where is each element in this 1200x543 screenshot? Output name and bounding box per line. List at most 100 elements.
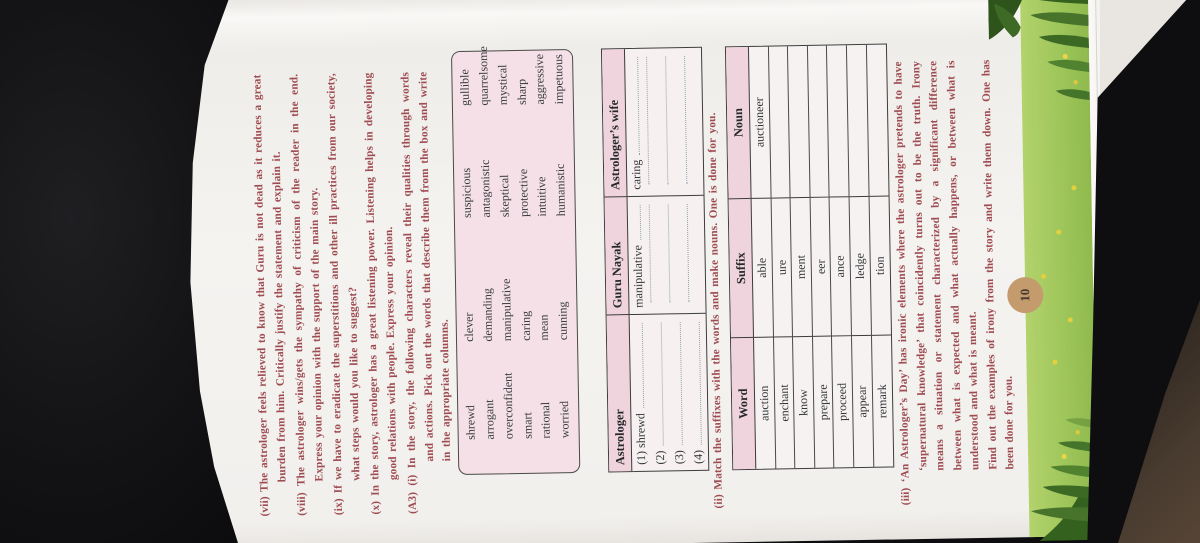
character-qualities-table: Astrologer Guru Nayak Astrologer’s wife …	[600, 46, 710, 473]
cell-text: ure	[771, 198, 794, 338]
word-box-item: worried	[557, 400, 572, 439]
word-box-item: suspicious	[459, 167, 474, 219]
word-box-item: antagonistic	[477, 159, 493, 218]
flower-dot	[1052, 359, 1058, 365]
cell-text: enchant	[773, 337, 796, 469]
question-vii: (vii) The astrologer feels relieved to k…	[249, 74, 292, 517]
cell-text	[807, 45, 830, 198]
cell-text: eer	[810, 197, 833, 338]
question-label: (ix)	[332, 498, 346, 516]
question-iii: (iii) ‘An Astrologer’s Day’ has ironic e…	[890, 59, 1020, 506]
question-a3-i: (A3) (i) In the story, the following cha…	[397, 71, 457, 514]
cell-text	[788, 45, 811, 199]
flower-dot	[1067, 317, 1073, 323]
question-text: ‘An Astrologer’s Day’ has ironic element…	[892, 60, 982, 483]
column-header: Noun	[725, 46, 752, 200]
cell-text: prepare	[812, 336, 835, 468]
word-box-item: arrogant	[481, 399, 497, 440]
cell-text: (4)	[690, 449, 706, 465]
cell-text: (1) shrewd	[633, 413, 649, 466]
question-text: In the story, astrologer has a great lis…	[362, 72, 399, 496]
dotted-line	[698, 321, 702, 445]
question-label: (viii)	[295, 492, 309, 516]
page-number: 10	[1017, 288, 1033, 302]
question-label: (x)	[369, 500, 383, 515]
page-footer-decoration	[1019, 0, 1098, 538]
column-header: Suffix	[728, 198, 755, 339]
question-label: (vii)	[258, 496, 272, 517]
question-text: Match the suffixes with the words and ma…	[706, 112, 725, 490]
cell-text: remark	[874, 384, 889, 419]
cell-text: caring	[628, 159, 644, 190]
question-text: The astrologer wins/gets the sympathy of…	[288, 73, 325, 487]
word-box-item: shrewd	[463, 405, 478, 440]
word-box-item: sharp	[513, 78, 529, 106]
question-x: (x) In the story, astrologer has a great…	[360, 72, 403, 515]
word-box-item: mystical	[494, 64, 510, 106]
question-text: The astrologer feels relieved to know th…	[251, 74, 288, 492]
cell-text: ment	[790, 197, 813, 338]
column-header: Guru Nayak	[604, 196, 630, 316]
word-box-item: intuitive	[534, 176, 550, 217]
word-box-item: rational	[538, 401, 554, 439]
word-box-item: aggressive	[532, 53, 548, 105]
dotted-line	[667, 204, 671, 303]
flower-dot	[1056, 229, 1062, 235]
column-header: Astrologer’s wife	[601, 49, 628, 198]
column-header: Word	[731, 338, 757, 470]
word-box-item: mean	[536, 314, 552, 341]
dotted-line	[679, 322, 683, 446]
word-box-item: quarrelsome	[475, 46, 491, 106]
question-ix: (ix) If we have to eradicate the superst…	[323, 73, 366, 516]
dotted-line	[637, 56, 640, 155]
column-header: Astrologer	[606, 314, 633, 472]
suffix-noun-table: Word Suffix Noun auction able auctioneer…	[724, 43, 895, 471]
word-box-item: protective	[515, 168, 531, 218]
question-label: (A3) (i)	[406, 474, 420, 514]
word-box-item: skeptical	[496, 174, 512, 218]
word-box-item: humanistic	[553, 163, 568, 217]
question-viii: (viii) The astrologer wins/gets the symp…	[286, 73, 329, 516]
cell-text: (2)	[652, 450, 668, 465]
word-box-item: gullible	[457, 69, 473, 107]
word-box-item: overconfident	[500, 372, 516, 440]
dotted-line	[648, 204, 652, 303]
questions-block: (vii) The astrologer feels relieved to k…	[249, 71, 459, 517]
cell-text: ledge	[849, 196, 872, 337]
dotted-line	[641, 322, 645, 409]
flower-dot	[1040, 273, 1047, 279]
word-box-item: clever	[461, 312, 477, 342]
cell-text: ance	[829, 197, 852, 337]
dotted-line	[646, 56, 650, 185]
dotted-line	[684, 56, 688, 184]
cell-text: (3)	[671, 450, 687, 465]
word-box-item: manipulative	[498, 278, 514, 342]
question-text: In the story, the following characters r…	[399, 71, 454, 469]
cell-text: tion	[869, 196, 892, 337]
cell-text: manipulative	[630, 245, 646, 308]
cell-text: know	[793, 337, 816, 469]
cell-text	[768, 46, 791, 199]
cell-text: able	[751, 198, 774, 339]
cell-text: auctioneer	[748, 46, 772, 199]
dotted-line	[665, 56, 669, 185]
word-box-item: impetuous	[551, 54, 566, 105]
cell-text	[827, 45, 850, 198]
adjectives-word-box: shrewd clever suspicious gullible arrogant d…	[450, 46, 581, 476]
cell-text: proceed	[832, 336, 855, 468]
dotted-line	[686, 203, 690, 302]
cell-text	[866, 44, 889, 197]
cell-text	[846, 44, 870, 198]
question-iii-paragraph: (iii) ‘An Astrologer’s Day’ has ironic e…	[890, 60, 985, 505]
question-label: (ii)	[712, 494, 725, 509]
dotted-line	[660, 322, 664, 446]
word-box-item: demanding	[480, 288, 495, 342]
cell-text: appear	[851, 336, 874, 468]
word-box-item: caring	[518, 310, 533, 342]
flower-dot	[1071, 185, 1077, 191]
cell-text: auction	[754, 337, 776, 469]
word-box-item: smart	[519, 412, 535, 439]
question-text: If we have to eradicate the superstition…	[325, 73, 362, 494]
dotted-line	[639, 204, 642, 241]
